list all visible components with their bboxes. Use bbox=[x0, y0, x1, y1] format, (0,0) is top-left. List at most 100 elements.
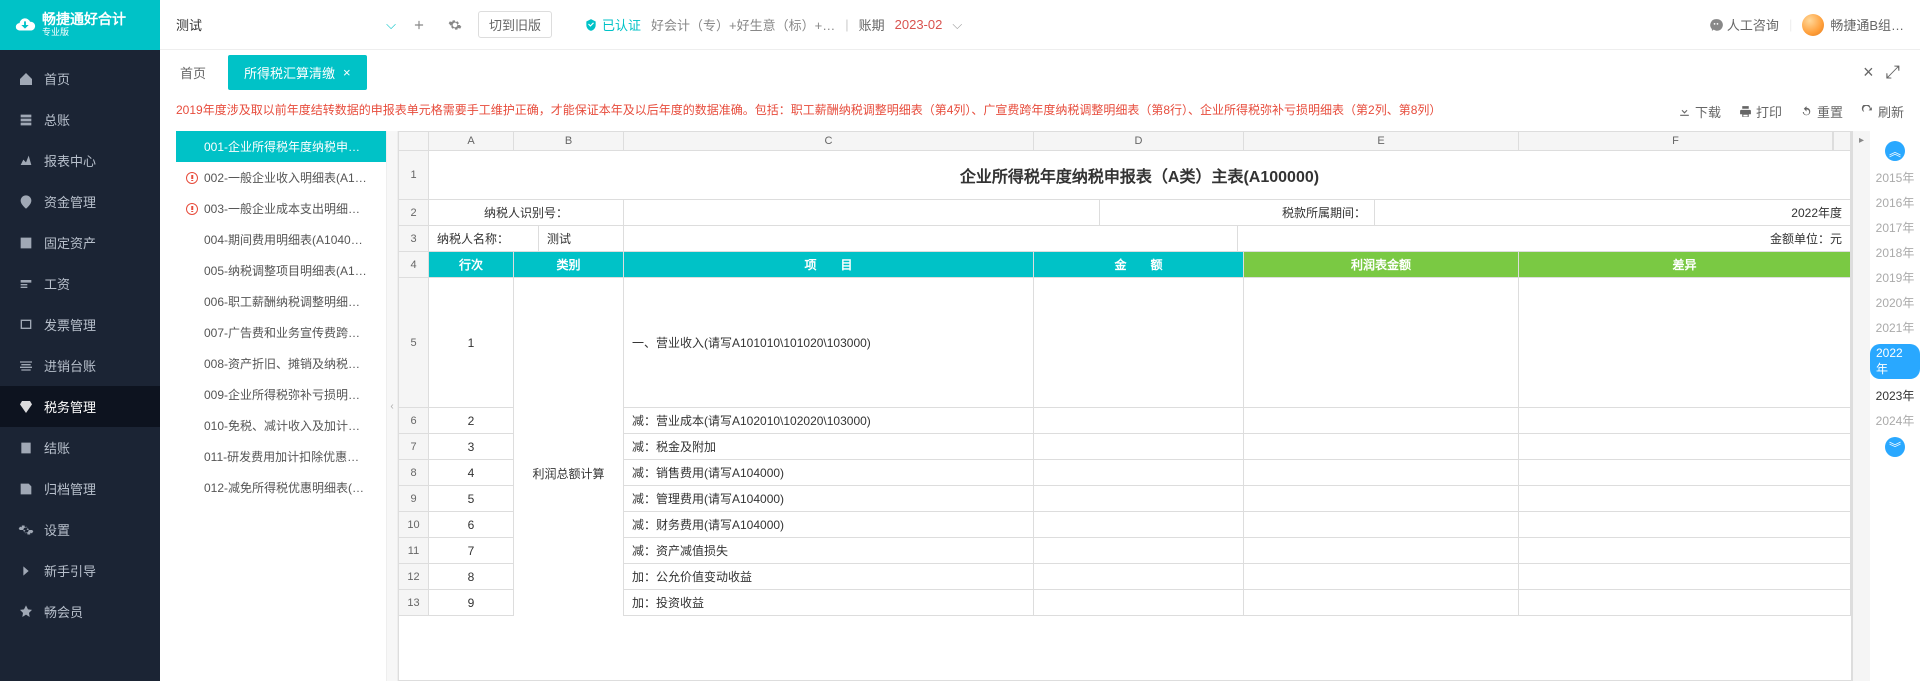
cell-diff[interactable] bbox=[1519, 460, 1851, 486]
cell-diff[interactable] bbox=[1519, 538, 1851, 564]
sidebar-item-10[interactable]: 归档管理 bbox=[0, 468, 160, 509]
cell-profit[interactable] bbox=[1244, 434, 1519, 460]
row-header[interactable]: 9 bbox=[399, 486, 429, 512]
row-header[interactable]: 1 bbox=[399, 151, 429, 200]
sheet-body[interactable]: 1企业所得税年度纳税申报表（A类）主表(A100000)2纳税人识别号：税款所属… bbox=[399, 151, 1851, 680]
cell-profit[interactable] bbox=[1244, 278, 1519, 408]
cell-diff[interactable] bbox=[1519, 486, 1851, 512]
period-value[interactable]: 2023-02 bbox=[895, 17, 943, 32]
cell-amount[interactable] bbox=[1034, 408, 1244, 434]
add-button[interactable] bbox=[406, 12, 432, 38]
cell-diff[interactable] bbox=[1519, 512, 1851, 538]
cell-amount[interactable] bbox=[1034, 460, 1244, 486]
user-menu[interactable]: 畅捷通B组… bbox=[1802, 14, 1904, 36]
cell-profit[interactable] bbox=[1244, 512, 1519, 538]
cell-item[interactable]: 减：销售费用(请写A104000) bbox=[624, 460, 1034, 486]
sidebar-item-0[interactable]: 首页 bbox=[0, 58, 160, 99]
cell-diff[interactable] bbox=[1519, 564, 1851, 590]
col-B[interactable]: B bbox=[514, 132, 624, 151]
form-list-item-11[interactable]: 012-减免所得税优惠明细表(… bbox=[176, 472, 386, 503]
year-2019年[interactable]: 2019年 bbox=[1876, 269, 1915, 286]
row-header[interactable]: 3 bbox=[399, 226, 429, 252]
cell-amount[interactable] bbox=[1034, 434, 1244, 460]
row-header[interactable]: 10 bbox=[399, 512, 429, 538]
human-help-button[interactable]: 人工咨询 bbox=[1709, 15, 1779, 34]
year-2023年[interactable]: 2023年 bbox=[1876, 387, 1915, 404]
cell-item[interactable]: 减：营业成本(请写A102010\102020\103000) bbox=[624, 408, 1034, 434]
switch-old-version-button[interactable]: 切到旧版 bbox=[478, 11, 552, 38]
sidebar-item-8[interactable]: 税务管理 bbox=[0, 386, 160, 427]
cell-amount[interactable] bbox=[1034, 564, 1244, 590]
tab-home[interactable]: 首页 bbox=[164, 55, 222, 90]
year-2016年[interactable]: 2016年 bbox=[1876, 194, 1915, 211]
cell-item[interactable]: 一、营业收入(请写A101010\101020\103000) bbox=[624, 278, 1034, 408]
brand-logo[interactable]: 畅捷通好合计 专业版 bbox=[0, 0, 160, 50]
form-list-item-5[interactable]: 006-职工薪酬纳税调整明细… bbox=[176, 286, 386, 317]
row-header[interactable]: 6 bbox=[399, 408, 429, 434]
cell-item[interactable]: 减：税金及附加 bbox=[624, 434, 1034, 460]
year-2020年[interactable]: 2020年 bbox=[1876, 294, 1915, 311]
form-list-item-7[interactable]: 008-资产折旧、摊销及纳税… bbox=[176, 348, 386, 379]
cell-item[interactable]: 减：管理费用(请写A104000) bbox=[624, 486, 1034, 512]
form-list-item-1[interactable]: 002-一般企业收入明细表(A1… bbox=[176, 162, 386, 193]
form-list-item-0[interactable]: 001-企业所得税年度纳税申… bbox=[176, 131, 386, 162]
row-header[interactable]: 12 bbox=[399, 564, 429, 590]
cell-profit[interactable] bbox=[1244, 538, 1519, 564]
cell-diff[interactable] bbox=[1519, 434, 1851, 460]
row-header[interactable]: 11 bbox=[399, 538, 429, 564]
print-button[interactable]: 打印 bbox=[1739, 102, 1782, 121]
cell-amount[interactable] bbox=[1034, 486, 1244, 512]
form-list-item-10[interactable]: 011-研发费用加计扣除优惠… bbox=[176, 441, 386, 472]
cell-item[interactable]: 加：投资收益 bbox=[624, 590, 1034, 616]
cell-diff[interactable] bbox=[1519, 408, 1851, 434]
chevron-down-icon[interactable]: ⌵ bbox=[952, 17, 962, 33]
sidebar-item-13[interactable]: 畅会员 bbox=[0, 591, 160, 632]
row-header[interactable]: 7 bbox=[399, 434, 429, 460]
cell-amount[interactable] bbox=[1034, 278, 1244, 408]
cell-profit[interactable] bbox=[1244, 590, 1519, 616]
form-list-item-6[interactable]: 007-广告费和业务宣传费跨… bbox=[176, 317, 386, 348]
sidebar-item-11[interactable]: 设置 bbox=[0, 509, 160, 550]
sidebar-item-6[interactable]: 发票管理 bbox=[0, 304, 160, 345]
cell-amount[interactable] bbox=[1034, 590, 1244, 616]
form-list-item-4[interactable]: 005-纳税调整项目明细表(A1… bbox=[176, 255, 386, 286]
year-2022年[interactable]: 2022年 bbox=[1870, 344, 1920, 379]
cell-profit[interactable] bbox=[1244, 486, 1519, 512]
company-select[interactable]: 测试 ⌵ bbox=[176, 15, 396, 34]
cell-amount[interactable] bbox=[1034, 512, 1244, 538]
row-header[interactable]: 13 bbox=[399, 590, 429, 616]
sidebar-item-12[interactable]: 新手引导 bbox=[0, 550, 160, 591]
col-C[interactable]: C bbox=[624, 132, 1034, 151]
col-F[interactable]: F bbox=[1519, 132, 1833, 151]
year-2024年[interactable]: 2024年 bbox=[1876, 412, 1915, 429]
col-D[interactable]: D bbox=[1034, 132, 1244, 151]
cell-profit[interactable] bbox=[1244, 460, 1519, 486]
row-header[interactable]: 5 bbox=[399, 278, 429, 408]
cell-diff[interactable] bbox=[1519, 278, 1851, 408]
row-header[interactable]: 8 bbox=[399, 460, 429, 486]
collapse-handle[interactable]: ‹ bbox=[386, 131, 398, 681]
sidebar-item-1[interactable]: 总账 bbox=[0, 99, 160, 140]
sidebar-item-4[interactable]: 固定资产 bbox=[0, 222, 160, 263]
col-E[interactable]: E bbox=[1244, 132, 1519, 151]
year-up-icon[interactable]: ︽ bbox=[1885, 141, 1905, 161]
form-list-item-3[interactable]: 004-期间费用明细表(A1040… bbox=[176, 224, 386, 255]
year-2018年[interactable]: 2018年 bbox=[1876, 244, 1915, 261]
cell-item[interactable]: 减：资产减值损失 bbox=[624, 538, 1034, 564]
form-list-item-8[interactable]: 009-企业所得税弥补亏损明… bbox=[176, 379, 386, 410]
tab-active[interactable]: 所得税汇算清缴 × bbox=[228, 55, 367, 90]
close-all-icon[interactable]: × bbox=[1863, 62, 1874, 83]
col-A[interactable]: A bbox=[429, 132, 514, 151]
cell-profit[interactable] bbox=[1244, 408, 1519, 434]
form-list-item-9[interactable]: 010-免税、减计收入及加计… bbox=[176, 410, 386, 441]
row-header[interactable]: 2 bbox=[399, 200, 429, 226]
sidebar-item-3[interactable]: 资金管理 bbox=[0, 181, 160, 222]
sheet-right-gutter[interactable]: ▸ bbox=[1852, 131, 1870, 681]
year-2021年[interactable]: 2021年 bbox=[1876, 319, 1915, 336]
cell-profit[interactable] bbox=[1244, 564, 1519, 590]
settings-button[interactable] bbox=[442, 12, 468, 38]
sidebar-item-9[interactable]: 结账 bbox=[0, 427, 160, 468]
cell-diff[interactable] bbox=[1519, 590, 1851, 616]
sidebar-item-7[interactable]: 进销台账 bbox=[0, 345, 160, 386]
expand-icon[interactable]: ⤢ bbox=[1886, 62, 1900, 83]
